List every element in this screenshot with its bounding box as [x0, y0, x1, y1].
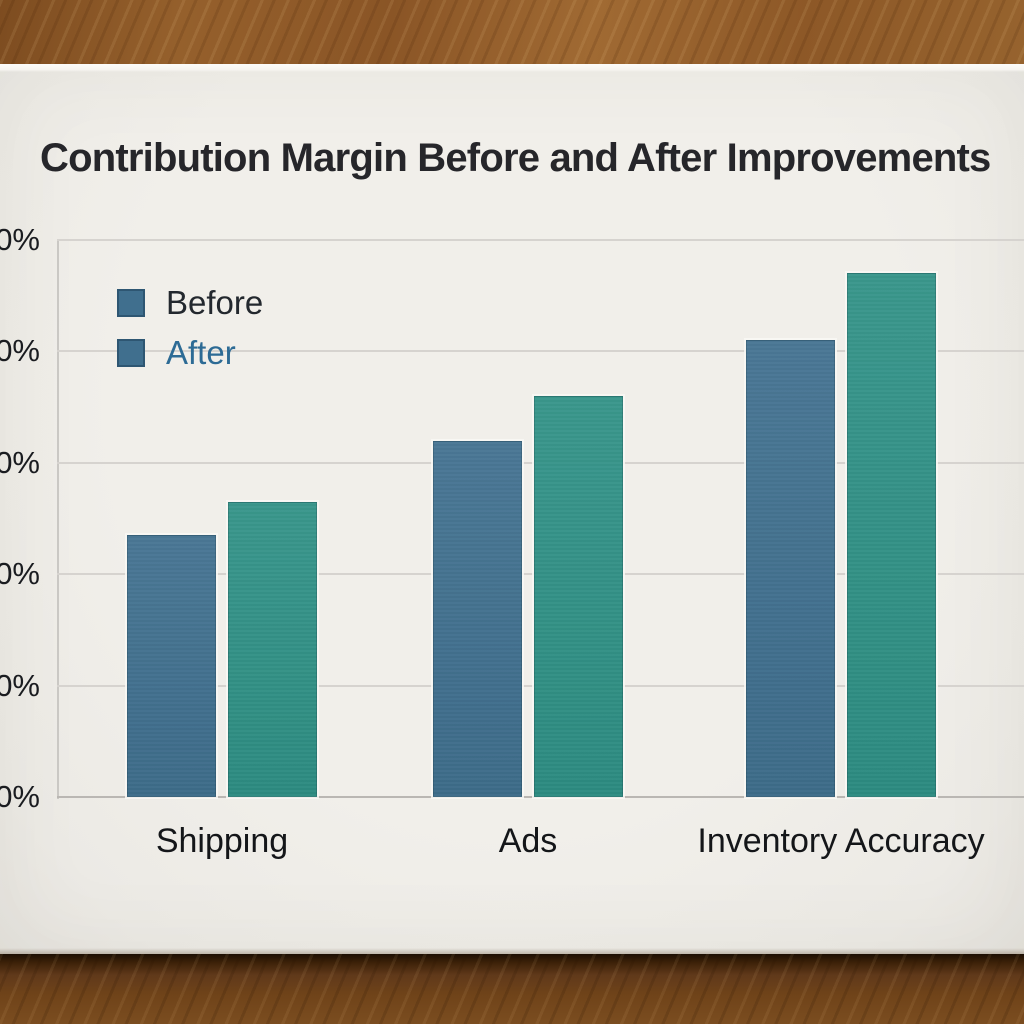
paper-top-edge-highlight	[0, 64, 1024, 72]
bar-before-shipping	[127, 535, 216, 797]
x-axis-category-label: Ads	[498, 822, 558, 860]
y-axis-tick-label: 0%	[0, 779, 40, 814]
gridline-0-percent	[57, 796, 1024, 798]
gridline-40-percent	[57, 350, 1024, 353]
gridline-50-percent	[57, 239, 1024, 241]
x-axis-category-label: Inventory Accuracy	[697, 822, 985, 860]
y-axis-tick-label: 20%	[0, 556, 40, 592]
wood-desk-bottom	[0, 954, 1024, 1024]
y-axis-tick-label: 10%	[0, 667, 40, 703]
bar-after-ads	[534, 395, 623, 797]
before-legend-label: Before	[166, 284, 264, 321]
bar-before-ads	[433, 440, 522, 797]
chart-paper-sheet: Contribution Margin Before and After Imp…	[0, 64, 1024, 954]
after-legend-swatch	[117, 339, 145, 367]
y-axis-tick-label: 50%	[0, 222, 40, 257]
after-legend-label: After	[166, 334, 236, 371]
bar-after-inventory-accuracy	[847, 273, 936, 797]
paper-bottom-shadow	[0, 948, 1024, 954]
y-axis-tick-label: 30%	[0, 444, 40, 480]
wood-desk-top	[0, 0, 1024, 66]
legend-item-after: After	[117, 336, 236, 370]
bar-before-inventory-accuracy	[746, 340, 835, 797]
y-axis-line	[57, 240, 59, 799]
legend-item-before: Before	[117, 286, 263, 320]
chart-title: Contribution Margin Before and After Imp…	[40, 136, 991, 180]
bar-after-shipping	[228, 501, 317, 797]
y-axis-tick-label: 40%	[0, 333, 40, 369]
x-axis-category-label: Shipping	[155, 822, 289, 860]
before-legend-swatch	[117, 289, 145, 317]
